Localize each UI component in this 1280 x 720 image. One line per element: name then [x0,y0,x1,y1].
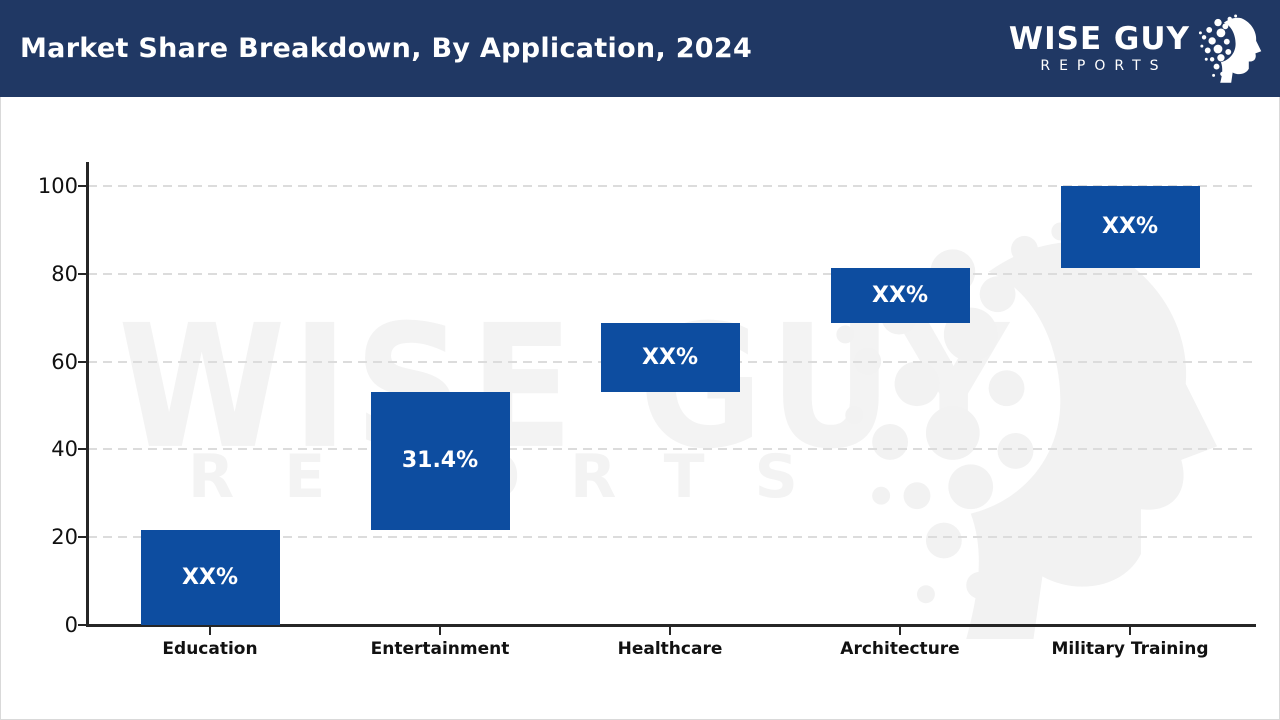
y-tick-mark [78,448,86,451]
gridline-40 [88,448,1256,451]
gridline-100 [88,185,1256,187]
x-tick-mark [669,627,671,635]
watermark-head-icon [836,222,1218,640]
bar-value-label: XX% [642,344,698,370]
x-tick-mark [1129,627,1131,635]
x-axis-label-healthcare: Healthcare [617,639,723,659]
bar-value-label: XX% [872,282,928,308]
y-tick-label-100: 100 [37,174,78,198]
logo-subtext: REPORTS [1040,58,1168,74]
y-tick-label-60: 60 [51,349,78,374]
bar-value-label: XX% [1102,214,1158,240]
wise-guy-reports-logo: WISE GUY REPORTS [1009,11,1262,87]
bar-education: XX% [140,529,280,625]
bar-value-label: 31.4% [401,448,479,474]
x-axis-label-military-training: Military Training [1051,639,1209,659]
x-axis-line [86,624,1256,627]
gridline-20 [88,536,1256,539]
bar-military-training: XX% [1060,186,1200,268]
y-tick-label-40: 40 [51,437,78,462]
y-tick-mark [78,536,86,539]
header-bar: Market Share Breakdown, By Application, … [0,0,1280,97]
y-tick-label-0: 0 [64,613,78,637]
logo-text: WISE GUY REPORTS [1008,21,1190,74]
gridline-80 [88,272,1256,275]
y-tick-mark [78,360,86,363]
bar-value-label: XX% [182,564,238,590]
y-tick-mark [78,272,86,275]
logo-wordmark: WISE GUY [1008,21,1190,57]
x-tick-mark [209,627,211,635]
watermark-subtext: REPORTS [188,442,848,512]
y-tick-label-20: 20 [51,525,78,550]
y-tick-mark [78,185,86,187]
bar-entertainment: 31.4% [370,391,510,530]
x-tick-mark [439,627,441,635]
x-axis-label-entertainment: Entertainment [370,639,510,659]
y-tick-mark [78,624,86,626]
y-tick-label-80: 80 [51,261,78,286]
y-axis-line [86,162,89,626]
x-axis-label-education: Education [162,639,258,659]
x-tick-mark [899,627,901,635]
bar-architecture: XX% [830,267,970,323]
logo-head-icon [1198,14,1262,83]
bar-healthcare: XX% [600,322,740,392]
chart-title: Market Share Breakdown, By Application, … [20,33,753,64]
x-axis-label-architecture: Architecture [840,639,960,659]
